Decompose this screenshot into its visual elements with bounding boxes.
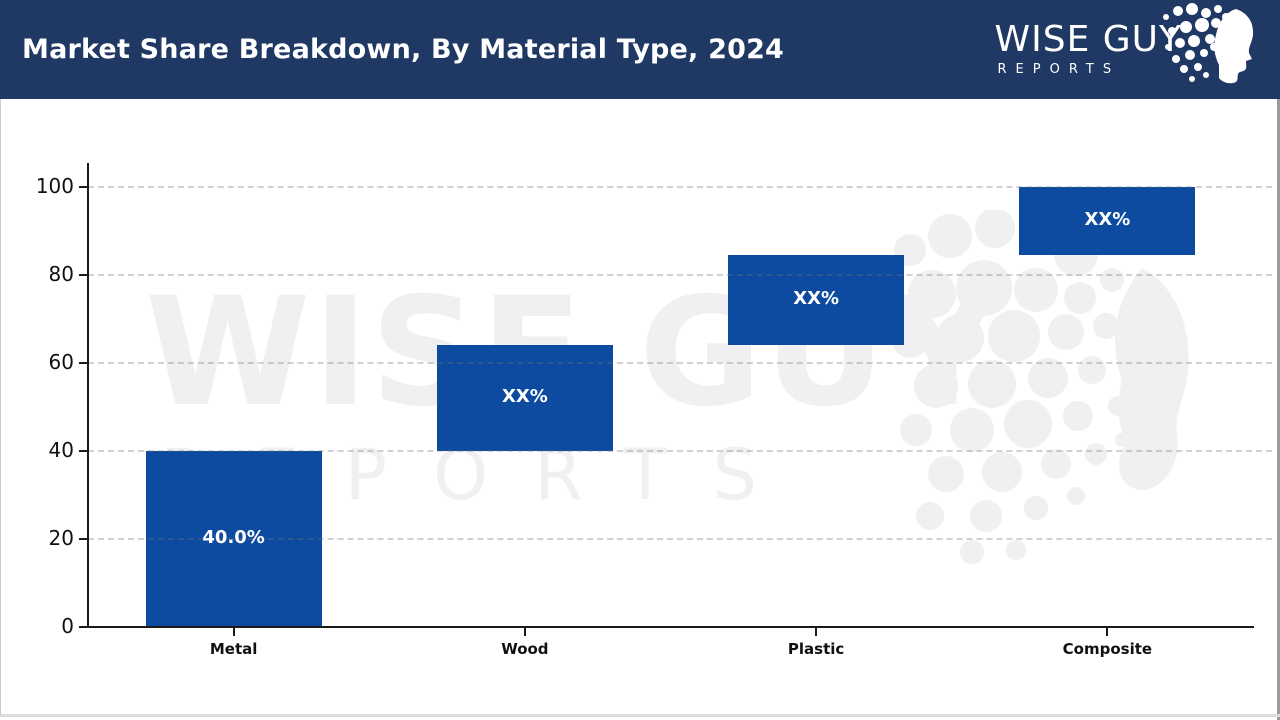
bar-wood	[436, 345, 613, 451]
x-tick-mark	[523, 628, 526, 636]
y-tick-mark	[79, 450, 87, 452]
page-title: Market Share Breakdown, By Material Type…	[22, 34, 785, 65]
wiseguy-logo-head-icon	[1163, 2, 1254, 83]
bar-plastic	[728, 255, 905, 346]
page-border-left	[0, 99, 1, 717]
page-border-bottom	[0, 714, 1280, 717]
x-tick-label: Composite	[1062, 640, 1153, 658]
y-tick-mark	[79, 626, 87, 628]
x-tick-label: Plastic	[787, 640, 845, 658]
x-tick-mark	[1106, 628, 1109, 636]
y-tick-label: 100	[35, 174, 74, 198]
page-border-right	[1277, 99, 1280, 720]
x-axis-spine	[86, 626, 1254, 628]
header: Market Share Breakdown, By Material Type…	[0, 0, 1280, 99]
bar-composite	[1019, 187, 1196, 256]
y-tick-label: 80	[48, 262, 74, 286]
bar-value-label: XX%	[1084, 209, 1131, 231]
x-tick-label: Wood	[501, 640, 549, 658]
y-tick-label: 0	[61, 614, 74, 638]
y-tick-label: 60	[48, 350, 74, 374]
bar-value-label: XX%	[793, 288, 840, 310]
x-tick-label: Metal	[209, 640, 258, 658]
wiseguy-logo: WISE GUY REPORTS	[994, 2, 1261, 93]
x-tick-mark	[232, 628, 235, 636]
wiseguy-logo-subtitle: REPORTS	[997, 62, 1121, 77]
y-tick-mark	[79, 274, 87, 276]
y-tick-label: 40	[48, 438, 74, 462]
wiseguy-logo-text: WISE GUY REPORTS	[994, 19, 1183, 78]
bar-value-label: XX%	[501, 386, 548, 408]
x-tick-mark	[815, 628, 818, 636]
y-axis-spine	[87, 163, 89, 628]
bar-metal	[145, 451, 322, 627]
y-tick-mark	[79, 362, 87, 364]
watermark-head-icon	[892, 210, 1189, 564]
bar-value-label: 40.0%	[202, 527, 265, 548]
y-tick-mark	[79, 538, 87, 540]
y-tick-label: 20	[48, 526, 74, 550]
y-tick-mark	[79, 186, 87, 188]
wiseguy-logo-name: WISE GUY	[994, 19, 1182, 60]
